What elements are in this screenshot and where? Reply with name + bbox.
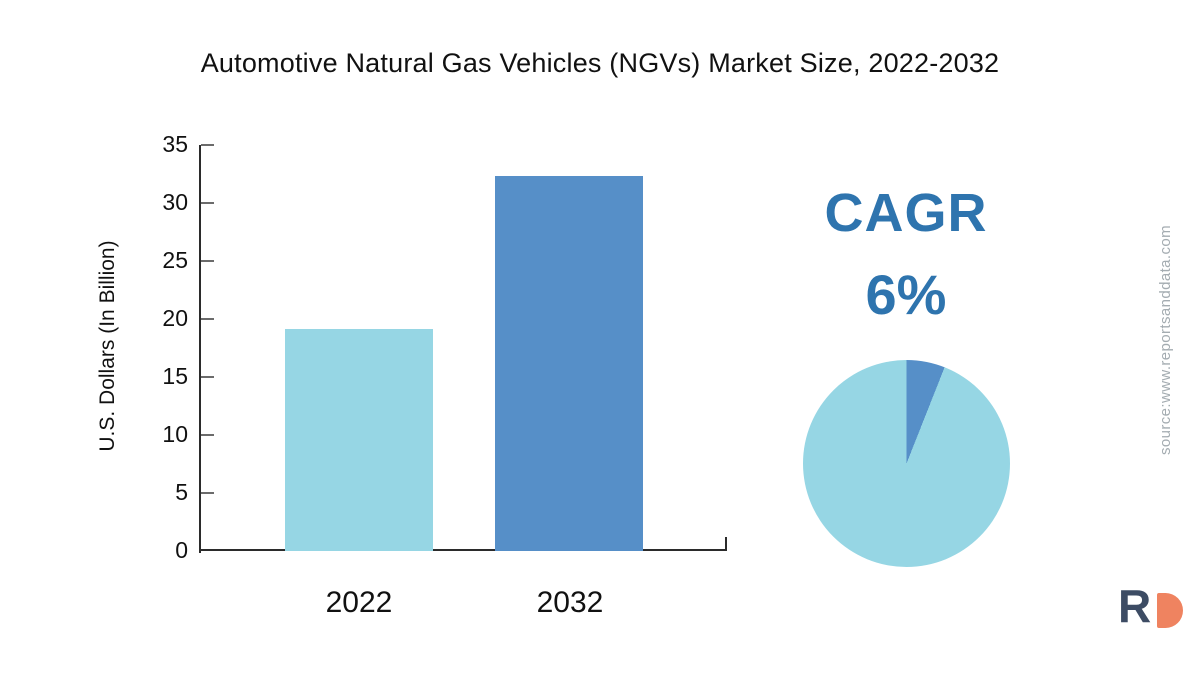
x-label-2022: 2022 xyxy=(325,586,393,619)
y-tick-mark xyxy=(201,144,214,146)
x-axis-end-tick xyxy=(725,537,727,549)
x-axis-line xyxy=(199,549,727,551)
y-tick-mark xyxy=(201,492,214,494)
reports-and-data-logo: R xyxy=(1118,580,1188,632)
logo-letter-d-icon xyxy=(1157,593,1183,628)
cagr-label: CAGR xyxy=(824,183,988,243)
y-tick-label: 10 xyxy=(162,421,188,447)
logo-letter-r: R xyxy=(1118,580,1151,632)
source-attribution: source:www.reportsanddata.com xyxy=(1157,224,1174,456)
y-tick-mark xyxy=(201,434,214,436)
bar-2022 xyxy=(285,329,433,551)
y-tick-mark xyxy=(201,376,214,378)
cagr-pie-chart xyxy=(803,360,1010,567)
y-tick-label: 35 xyxy=(162,131,188,157)
chart-title: Automotive Natural Gas Vehicles (NGVs) M… xyxy=(200,48,1000,78)
x-label-2032: 2032 xyxy=(536,586,604,619)
y-tick-label: 15 xyxy=(162,363,188,389)
y-tick-mark xyxy=(201,318,214,320)
cagr-value: 6% xyxy=(865,263,947,326)
y-tick-label: 30 xyxy=(162,189,188,215)
y-tick-label: 0 xyxy=(175,537,188,563)
y-tick-mark xyxy=(201,202,214,204)
y-tick-label: 5 xyxy=(175,479,188,505)
y-tick-label: 25 xyxy=(162,247,188,273)
y-tick-label: 20 xyxy=(162,305,188,331)
bar-2032 xyxy=(495,176,643,551)
y-axis-line xyxy=(199,145,201,553)
y-tick-mark xyxy=(201,260,214,262)
